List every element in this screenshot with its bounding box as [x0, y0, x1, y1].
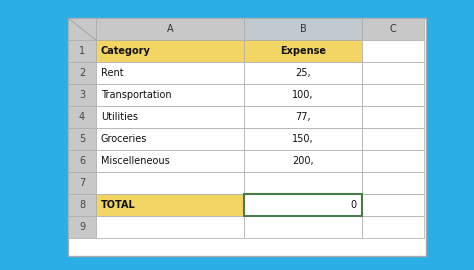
Bar — [96, 18, 244, 40]
Text: Expense: Expense — [280, 46, 326, 56]
Bar — [244, 106, 362, 128]
Text: Category: Category — [101, 46, 151, 56]
Bar — [68, 128, 96, 150]
Bar — [244, 40, 362, 62]
Bar — [68, 40, 96, 62]
Bar — [96, 40, 244, 62]
Text: 5: 5 — [79, 134, 85, 144]
Text: 9: 9 — [79, 222, 85, 232]
Bar — [362, 106, 424, 128]
Bar — [244, 84, 362, 106]
Bar — [96, 172, 244, 194]
Bar — [68, 172, 96, 194]
Bar — [68, 150, 96, 172]
Bar — [244, 172, 362, 194]
Bar — [362, 216, 424, 238]
Bar — [244, 62, 362, 84]
Text: Miscelleneous: Miscelleneous — [101, 156, 170, 166]
Text: Transportation: Transportation — [101, 90, 172, 100]
Bar — [96, 84, 244, 106]
Bar — [362, 150, 424, 172]
Text: A: A — [167, 24, 173, 34]
Text: C: C — [390, 24, 396, 34]
Text: 7: 7 — [79, 178, 85, 188]
Bar — [68, 18, 426, 256]
Text: 77,: 77, — [295, 112, 311, 122]
Bar — [362, 40, 424, 62]
Text: TOTAL: TOTAL — [101, 200, 136, 210]
Text: 8: 8 — [79, 200, 85, 210]
Bar — [96, 62, 244, 84]
Text: 2: 2 — [79, 68, 85, 78]
Bar — [244, 216, 362, 238]
Text: 100,: 100, — [292, 90, 314, 100]
Bar — [244, 128, 362, 150]
Bar — [244, 150, 362, 172]
Bar — [68, 106, 96, 128]
Text: 200,: 200, — [292, 156, 314, 166]
Bar — [96, 216, 244, 238]
Bar — [68, 62, 96, 84]
Text: 3: 3 — [79, 90, 85, 100]
Bar — [96, 128, 244, 150]
Text: Utilities: Utilities — [101, 112, 138, 122]
Bar — [96, 150, 244, 172]
Bar — [362, 84, 424, 106]
Text: 6: 6 — [79, 156, 85, 166]
Bar — [362, 62, 424, 84]
Bar — [68, 194, 96, 216]
Text: B: B — [300, 24, 306, 34]
Bar — [96, 194, 244, 216]
Bar — [96, 106, 244, 128]
Bar — [362, 18, 424, 40]
Bar — [68, 216, 96, 238]
Text: 4: 4 — [79, 112, 85, 122]
Bar — [362, 128, 424, 150]
Text: 1: 1 — [79, 46, 85, 56]
Bar — [244, 194, 362, 216]
Text: 0: 0 — [351, 200, 357, 210]
Text: 25,: 25, — [295, 68, 311, 78]
Bar — [362, 172, 424, 194]
Bar — [68, 84, 96, 106]
Text: 150,: 150, — [292, 134, 314, 144]
Text: Groceries: Groceries — [101, 134, 147, 144]
Bar — [244, 18, 362, 40]
Bar — [68, 18, 96, 40]
Bar — [362, 194, 424, 216]
Text: Rent: Rent — [101, 68, 124, 78]
